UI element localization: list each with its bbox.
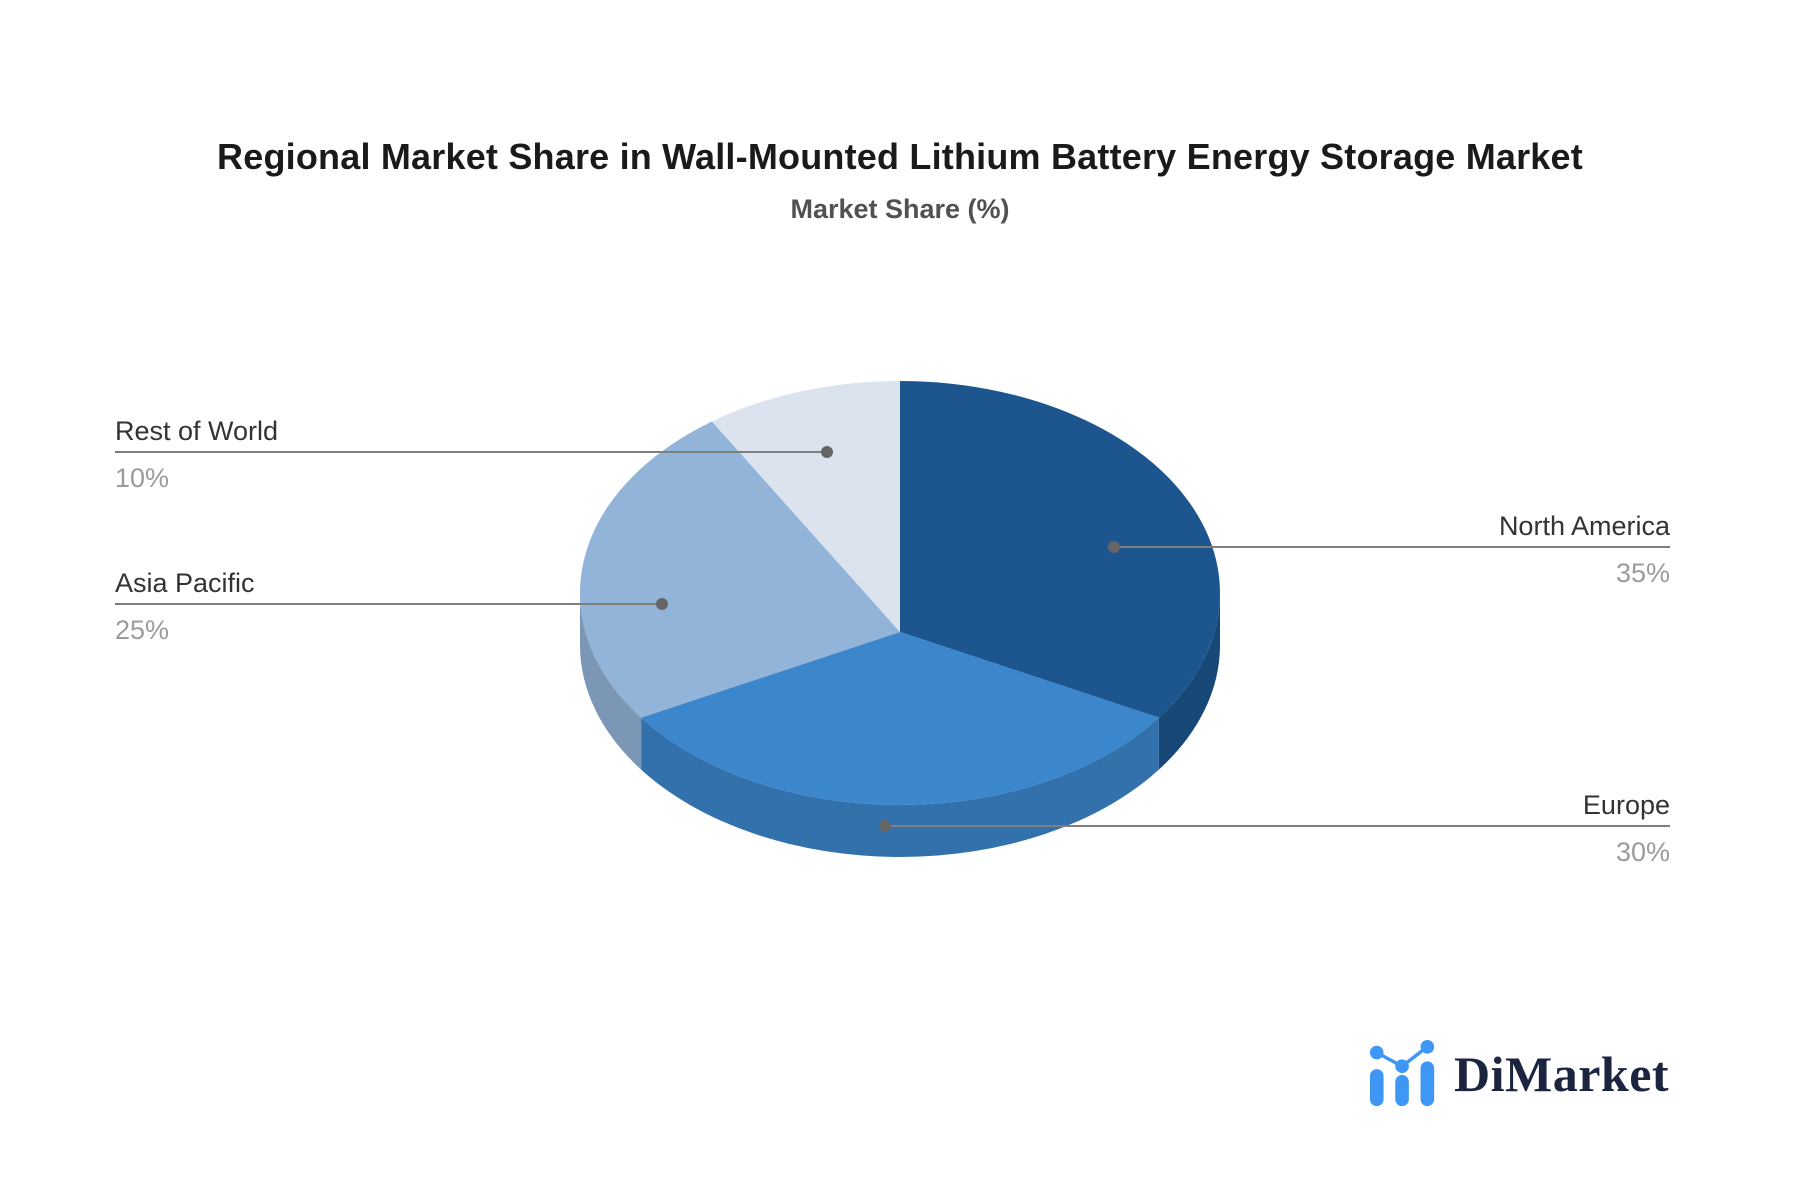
- chart-subtitle: Market Share (%): [790, 194, 1010, 224]
- pie-slice-rest-of-world[interactable]: [711, 381, 900, 632]
- dimarket-logo-text: DiMarket: [1454, 1046, 1670, 1102]
- bar-line-chart-icon: [1369, 1039, 1435, 1107]
- pie-slice-north-america-side: [1158, 593, 1220, 770]
- pie-slice-europe[interactable]: [641, 632, 1159, 805]
- pie-label-name-north-america: North America: [1498, 511, 1670, 541]
- pie-slice-asia-pacific-side: [580, 593, 642, 770]
- pie-slice-north-america[interactable]: [900, 381, 1220, 718]
- pie-label-percent-asia-pacific: 25%: [115, 615, 170, 645]
- pie-slice-europe-side: [641, 717, 1159, 857]
- pie-label-name-rest-of-world: Rest of World: [115, 416, 279, 446]
- leader-dot-north-america: [1108, 541, 1120, 553]
- pie-slice-asia-pacific[interactable]: [580, 421, 900, 718]
- leader-dot-asia-pacific: [656, 598, 668, 610]
- leader-dot-europe: [879, 820, 891, 832]
- pie-label-name-europe: Europe: [1582, 790, 1670, 820]
- pie-label-percent-europe: 30%: [1615, 837, 1670, 867]
- pie-label-percent-north-america: 35%: [1615, 558, 1670, 588]
- chart-title: Regional Market Share in Wall-Mounted Li…: [217, 136, 1583, 177]
- dimarket-logo: DiMarket: [1368, 1038, 1669, 1110]
- pie-label-name-asia-pacific: Asia Pacific: [115, 568, 255, 598]
- leader-dot-rest-of-world: [821, 446, 833, 458]
- pie-label-percent-rest-of-world: 10%: [115, 463, 170, 493]
